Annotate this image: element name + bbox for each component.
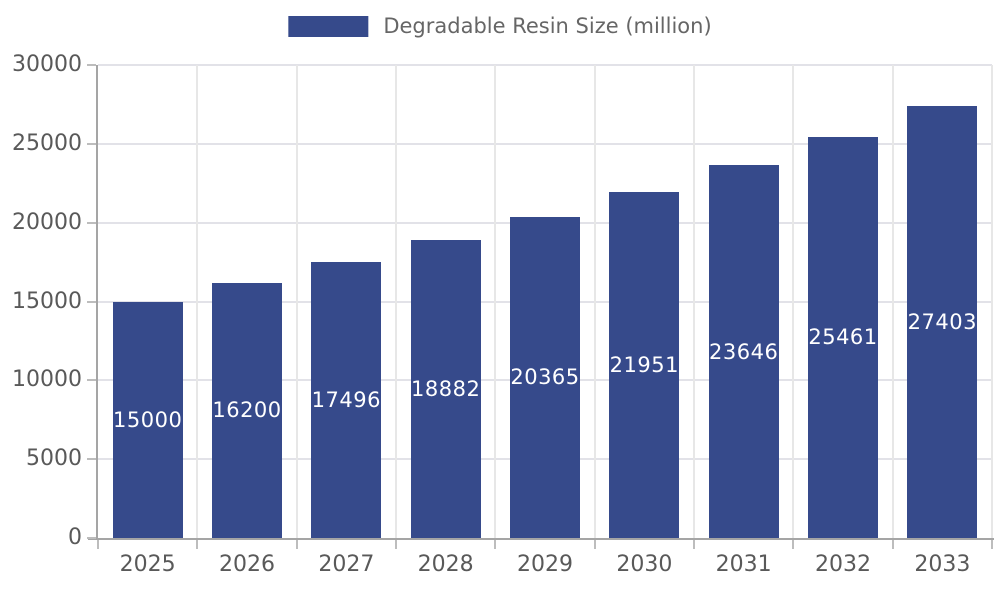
y-tick-label: 25000: [12, 130, 82, 156]
x-gridline: [891, 65, 894, 538]
x-gridline: [991, 65, 993, 538]
y-tick-mark: [87, 458, 96, 461]
y-tick-mark: [87, 379, 96, 382]
y-tick-mark: [87, 142, 96, 145]
y-tick-mark: [87, 300, 96, 303]
bar: 25461: [808, 136, 878, 538]
x-tick-mark: [891, 540, 894, 549]
y-tick-mark: [87, 64, 96, 66]
bar: 17496: [311, 262, 382, 538]
x-tick-mark: [792, 540, 795, 549]
bar-value-label: 25461: [808, 325, 878, 350]
bar: 23646: [708, 165, 779, 538]
x-gridline: [593, 65, 596, 538]
x-tick-mark: [991, 540, 993, 549]
x-gridline: [196, 65, 199, 538]
x-gridline: [295, 65, 298, 538]
x-tick-mark: [295, 540, 298, 549]
x-gridline: [494, 65, 497, 538]
x-gridline: [693, 65, 695, 538]
x-tick-label: 2031: [715, 552, 772, 577]
bar: 20365: [510, 216, 580, 538]
bar-value-label: 23646: [709, 339, 779, 364]
y-tick-mark: [87, 537, 96, 539]
bar: 15000: [112, 301, 183, 538]
y-tick-label: 15000: [12, 288, 82, 314]
x-tick-label: 2026: [219, 552, 275, 577]
bar-value-label: 21951: [609, 352, 679, 377]
y-tick-label: 0: [68, 525, 82, 550]
bar-value-label: 16200: [212, 398, 282, 423]
bar-value-label: 20365: [510, 365, 580, 390]
bar: 16200: [212, 282, 282, 538]
bar-value-label: 27403: [907, 309, 977, 334]
x-tick-mark: [196, 540, 199, 549]
y-tick-label: 20000: [12, 209, 82, 235]
x-tick-label: 2033: [914, 552, 971, 577]
plot-area: 0 5000 10000 15000 20000 25000 30000 15000 2025 1…: [12, 52, 994, 577]
x-tick-label: 2030: [616, 552, 673, 577]
x-tick-label: 2028: [417, 552, 474, 577]
legend-label: Degradable Resin Size (million): [383, 14, 712, 38]
x-axis-line: [88, 538, 994, 540]
x-tick-mark: [395, 540, 397, 549]
bar-value-label: 17496: [311, 388, 381, 413]
x-tick-mark: [693, 540, 695, 549]
y-gridline: [98, 142, 992, 145]
y-tick-label: 5000: [26, 446, 82, 472]
x-tick-mark: [97, 540, 99, 549]
bar: 18882: [410, 240, 481, 538]
x-tick-label: 2027: [318, 552, 375, 577]
legend: Degradable Resin Size (million): [288, 14, 712, 38]
x-tick-mark: [494, 540, 497, 549]
bar: 21951: [609, 191, 680, 538]
x-tick-label: 2032: [815, 552, 871, 577]
y-tick-label: 30000: [12, 52, 82, 77]
x-gridline: [792, 65, 795, 538]
y-gridline: [98, 64, 992, 66]
bar: 27403: [907, 105, 978, 538]
bar-value-label: 15000: [113, 407, 183, 432]
x-tick-label: 2029: [517, 552, 573, 577]
bar-value-label: 18882: [411, 377, 481, 402]
x-gridline: [395, 65, 397, 538]
y-tick-mark: [87, 221, 96, 224]
y-axis-line: [96, 65, 98, 538]
legend-swatch: [288, 15, 369, 37]
x-tick-mark: [593, 540, 596, 549]
y-tick-label: 10000: [12, 367, 82, 393]
x-tick-label: 2025: [119, 552, 176, 577]
